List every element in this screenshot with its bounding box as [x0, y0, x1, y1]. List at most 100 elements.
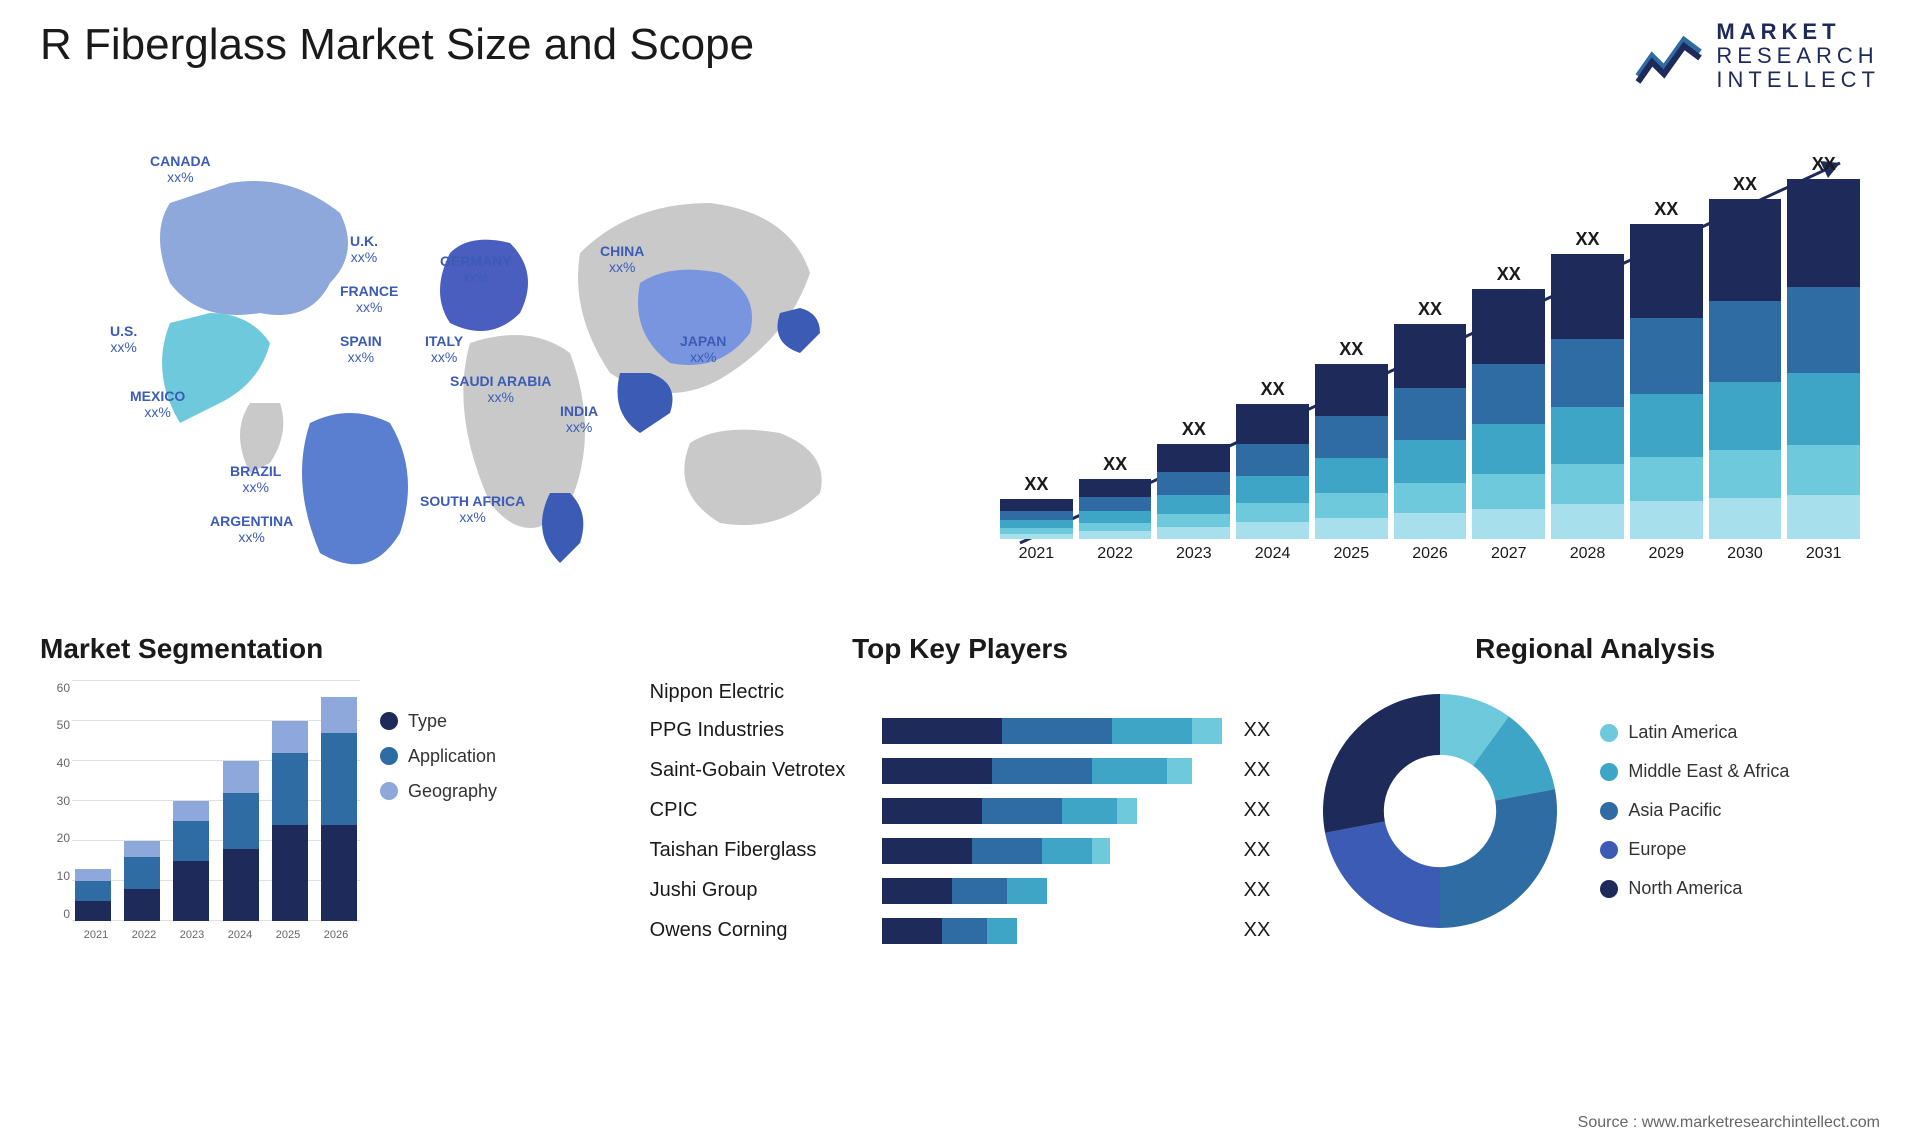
legend-swatch-icon: [1600, 802, 1618, 820]
growth-bar-item: XX 2022: [1079, 454, 1152, 563]
growth-bar-year: 2027: [1491, 545, 1527, 563]
growth-bar-item: XX 2029: [1630, 199, 1703, 563]
map-country-label: CHINAxx%: [600, 243, 644, 277]
growth-bar-year: 2029: [1648, 545, 1684, 563]
legend-label: Latin America: [1628, 722, 1737, 743]
map-country-label: SAUDI ARABIAxx%: [450, 373, 551, 407]
legend-item: Type: [380, 711, 497, 732]
player-bar: [882, 758, 1222, 784]
growth-bar-value: XX: [1261, 379, 1285, 400]
source-attribution: Source : www.marketresearchintellect.com: [1578, 1114, 1880, 1132]
bottom-row: Market Segmentation 6050403020100 202120…: [40, 633, 1880, 944]
segmentation-legend: Type Application Geography: [380, 711, 497, 802]
map-country-label: ARGENTINAxx%: [210, 513, 293, 547]
seg-x-label: 2026: [324, 929, 348, 941]
growth-bar: [1236, 404, 1309, 539]
logo-mark-icon: [1634, 26, 1704, 86]
segmentation-chart: 6050403020100 202120222023202420252026: [40, 681, 360, 941]
legend-item: Application: [380, 746, 497, 767]
player-name: Taishan Fiberglass: [650, 839, 870, 862]
map-country-label: SOUTH AFRICAxx%: [420, 493, 525, 527]
growth-bar-year: 2022: [1097, 545, 1133, 563]
legend-label: Type: [408, 711, 447, 732]
key-players-section: Top Key Players Nippon Electric PPG Indus…: [650, 633, 1271, 944]
logo-line-1: MARKET: [1716, 20, 1880, 44]
legend-swatch-icon: [380, 782, 398, 800]
legend-swatch-icon: [380, 712, 398, 730]
seg-bar: [124, 841, 160, 921]
growth-bar: [1551, 254, 1624, 539]
player-row: Nippon Electric: [650, 681, 1271, 704]
legend-label: Application: [408, 746, 496, 767]
legend-label: Geography: [408, 781, 497, 802]
seg-bar: [223, 761, 259, 921]
legend-item: Asia Pacific: [1600, 800, 1789, 821]
player-row: Taishan Fiberglass XX: [650, 838, 1271, 864]
growth-bar-value: XX: [1339, 339, 1363, 360]
legend-swatch-icon: [380, 747, 398, 765]
growth-bar-value: XX: [1654, 199, 1678, 220]
map-country-label: ITALYxx%: [425, 333, 463, 367]
growth-bar-item: XX2023: [1157, 419, 1230, 563]
legend-label: Asia Pacific: [1628, 800, 1721, 821]
seg-y-tick: 30: [40, 794, 70, 808]
player-row: CPICXX: [650, 798, 1271, 824]
growth-bar: [1000, 499, 1073, 539]
legend-item: Middle East & Africa: [1600, 761, 1789, 782]
growth-bar-item: XX2030: [1709, 174, 1782, 563]
map-country-label: GERMANYxx%: [440, 253, 512, 287]
legend-swatch-icon: [1600, 724, 1618, 742]
legend-item: Latin America: [1600, 722, 1789, 743]
growth-bar: [1787, 179, 1860, 539]
seg-bar: [321, 697, 357, 921]
growth-bar-value: XX: [1103, 454, 1127, 475]
growth-bar-value: XX: [1733, 174, 1757, 195]
header: R Fiberglass Market Size and Scope MARKE…: [40, 20, 1880, 93]
growth-bar-item: XX2021: [1000, 474, 1073, 563]
regional-legend: Latin America Middle East & Africa Asia Pa…: [1600, 722, 1789, 899]
seg-y-tick: 50: [40, 718, 70, 732]
legend-swatch-icon: [1600, 880, 1618, 898]
logo-line-2: RESEARCH: [1716, 44, 1880, 68]
seg-x-label: 2025: [276, 929, 300, 941]
world-map-section: CANADAxx%U.S.xx%MEXICOxx%BRAZILxx%ARGENT…: [40, 113, 940, 593]
growth-bar-item: XX2028: [1551, 229, 1624, 563]
player-bar: [882, 878, 1222, 904]
growth-bar-year: 2031: [1806, 545, 1842, 563]
growth-bar-year: 2024: [1255, 545, 1291, 563]
player-value: XX: [1244, 879, 1271, 902]
growth-bar-year: 2023: [1176, 545, 1212, 563]
seg-y-tick: 0: [40, 907, 70, 921]
player-value: XX: [1244, 759, 1271, 782]
player-value: XX: [1244, 719, 1271, 742]
player-name: Saint-Gobain Vetrotex: [650, 759, 870, 782]
player-name: Nippon Electric: [650, 681, 870, 704]
player-bar: [882, 838, 1222, 864]
map-country-label: INDIAxx%: [560, 403, 598, 437]
top-row: CANADAxx%U.S.xx%MEXICOxx%BRAZILxx%ARGENT…: [40, 113, 1880, 593]
growth-bar-item: XX 2027: [1472, 264, 1545, 563]
growth-bar: [1709, 199, 1782, 539]
donut-slice: [1325, 821, 1440, 927]
logo-line-3: INTELLECT: [1716, 68, 1880, 92]
seg-y-tick: 40: [40, 756, 70, 770]
seg-y-tick: 10: [40, 869, 70, 883]
growth-bar-value: XX: [1418, 299, 1442, 320]
player-value: XX: [1244, 839, 1271, 862]
regional-title: Regional Analysis: [1310, 633, 1880, 665]
player-bar: [882, 718, 1222, 744]
regional-donut-chart: [1310, 681, 1570, 941]
growth-bar-item: XX 2024: [1236, 379, 1309, 563]
map-country-label: JAPANxx%: [680, 333, 726, 367]
player-name: PPG Industries: [650, 719, 870, 742]
segmentation-title: Market Segmentation: [40, 633, 610, 665]
map-country-label: FRANCExx%: [340, 283, 398, 317]
key-players-title: Top Key Players: [650, 633, 1271, 665]
seg-y-tick: 60: [40, 681, 70, 695]
player-row: Jushi GroupXX: [650, 878, 1271, 904]
legend-label: Middle East & Africa: [1628, 761, 1789, 782]
growth-bar-value: XX: [1497, 264, 1521, 285]
seg-x-label: 2024: [228, 929, 252, 941]
legend-swatch-icon: [1600, 763, 1618, 781]
seg-bar: [173, 801, 209, 921]
